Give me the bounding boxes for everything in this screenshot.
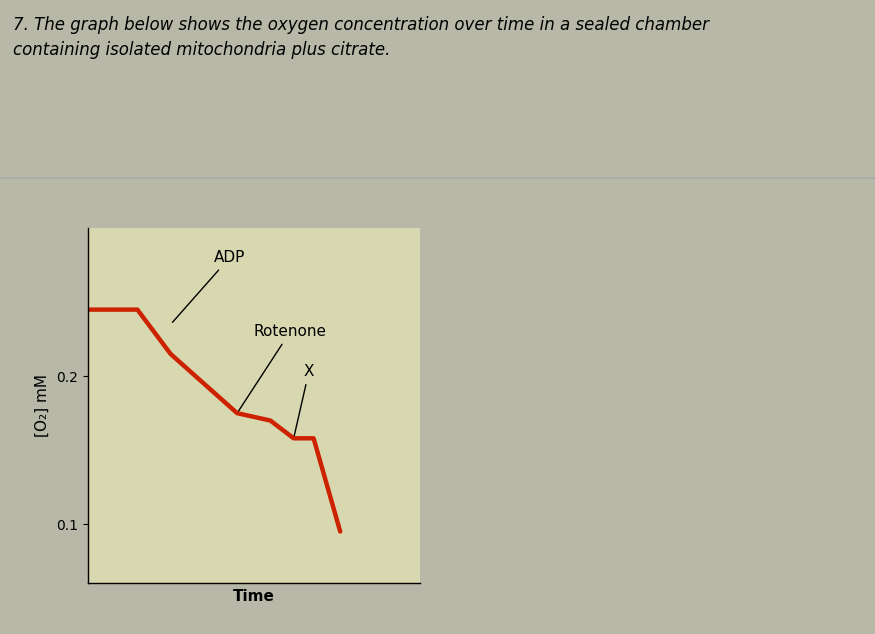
- Text: X: X: [294, 364, 314, 436]
- Text: containing isolated mitochondria plus citrate.: containing isolated mitochondria plus ci…: [13, 41, 390, 59]
- Y-axis label: [O₂] mM: [O₂] mM: [35, 374, 50, 437]
- Text: 7. The graph below shows the oxygen concentration over time in a sealed chamber: 7. The graph below shows the oxygen conc…: [13, 16, 709, 34]
- Text: Rotenone: Rotenone: [239, 324, 326, 411]
- Text: ADP: ADP: [172, 250, 245, 322]
- X-axis label: Time: Time: [233, 589, 275, 604]
